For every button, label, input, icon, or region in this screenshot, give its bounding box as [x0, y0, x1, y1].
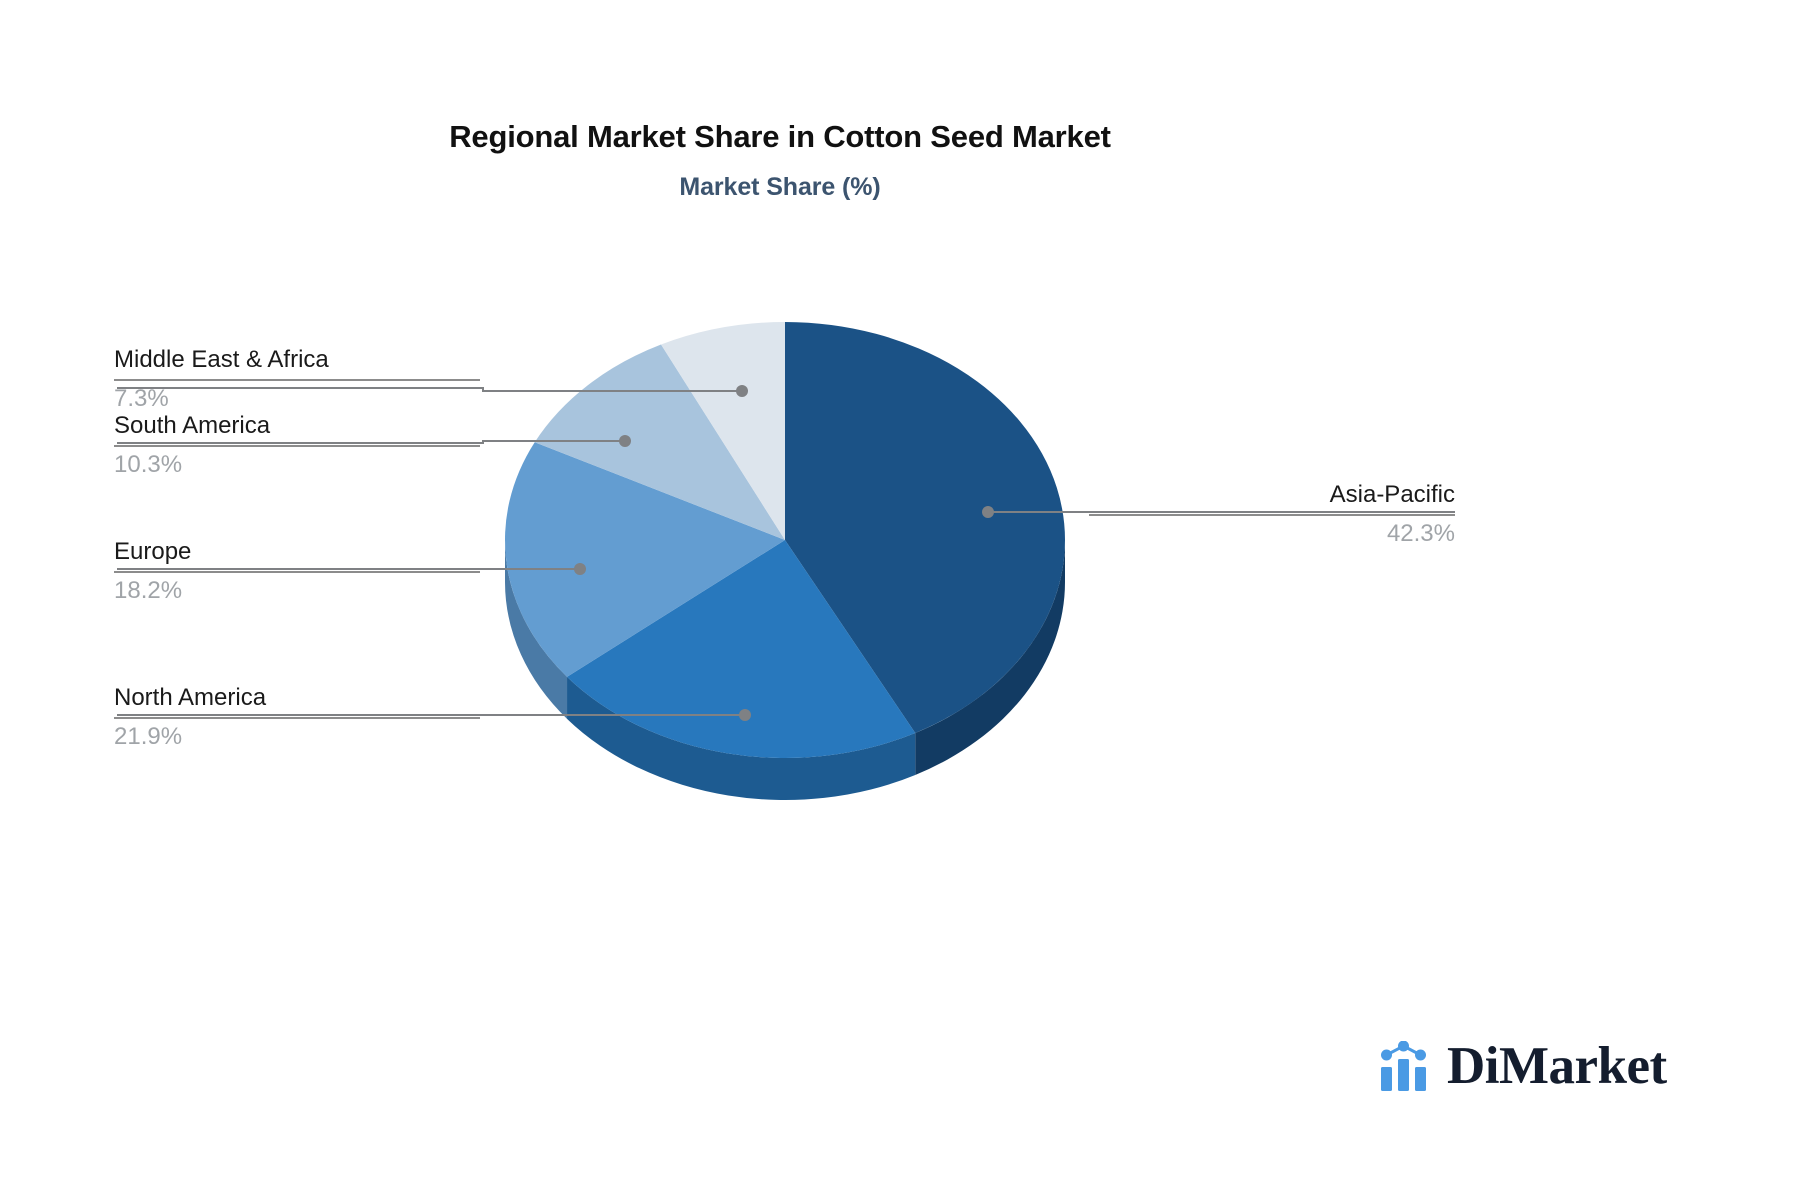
leader-line-south-america [117, 440, 625, 444]
pie-slice-south-america[interactable] [534, 344, 785, 540]
pie-3d-depth [505, 540, 1065, 800]
page-title: Regional Market Share in Cotton Seed Mar… [449, 119, 1111, 154]
callout-label-europe: Europe [114, 538, 192, 565]
callout-label-middle-east-africa: Middle East & Africa [114, 346, 329, 373]
brand-name: DiMarket [1447, 1037, 1667, 1095]
leader-dot-middle-east-africa [736, 385, 748, 397]
callout-value-south-america: 10.3% [114, 451, 183, 479]
leader-dot-south-america [619, 435, 631, 447]
leader-dot-north-america [739, 709, 751, 721]
callout-value-asia-pacific: 42.3% [1386, 520, 1455, 548]
callout-middle-east-africa[interactable]: Middle East & Africa 7.3% [114, 347, 480, 413]
chart-subtitle: Market Share (%) [679, 172, 881, 201]
leader-dot-asia-pacific [982, 506, 994, 518]
callout-value-north-america: 21.9% [114, 723, 183, 751]
pie-slices [505, 322, 1065, 758]
callout-rule [114, 379, 480, 382]
callout-value-europe: 18.2% [114, 577, 183, 605]
pie-slice-asia-pacific[interactable] [785, 322, 1065, 733]
callout-asia-pacific[interactable]: Asia-Pacific 42.3% [1089, 482, 1455, 548]
pie-slice-europe[interactable] [505, 442, 785, 677]
callout-label-north-america: North America [114, 684, 267, 711]
leader-dot-europe [574, 563, 586, 575]
callout-europe[interactable]: Europe 18.2% [114, 539, 480, 605]
callout-rule [114, 717, 480, 720]
pie-depth-europe [505, 540, 568, 719]
callout-south-america[interactable]: South America 10.3% [114, 413, 480, 479]
callout-value-middle-east-africa: 7.3% [114, 385, 169, 413]
pie-depth-north-america [567, 676, 916, 800]
pie-slice-north-america[interactable] [567, 540, 916, 758]
callout-label-south-america: South America [114, 412, 271, 439]
leader-line-middle-east-africa [117, 387, 742, 392]
callout-north-america[interactable]: North America 21.9% [114, 685, 480, 751]
bar-chart-logo-icon [1381, 1040, 1426, 1091]
pie-depth-asia-pacific [915, 540, 1065, 775]
title-block: Regional Market Share in Cotton Seed Mar… [0, 118, 1560, 202]
callout-rule [114, 571, 480, 574]
callout-rule [114, 445, 480, 448]
callout-label-asia-pacific: Asia-Pacific [1329, 481, 1455, 508]
callout-rule [1089, 514, 1455, 517]
brand-logo: DiMarket [1379, 1040, 1667, 1093]
pie-slice-middle-east-africa[interactable] [661, 322, 785, 540]
leader-lines [117, 385, 1455, 721]
